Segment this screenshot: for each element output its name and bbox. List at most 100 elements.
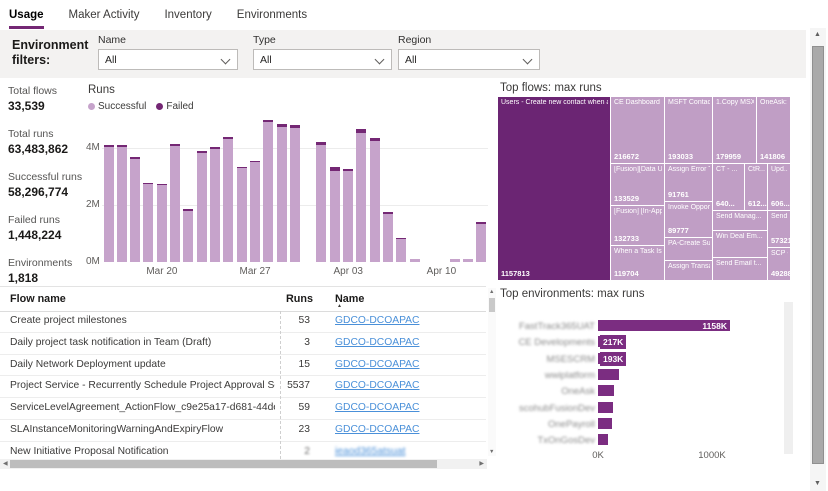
environment-link[interactable]: GDCO-DCOAPAC [335, 423, 420, 435]
table-row[interactable]: Create project milestones 53 GDCO-DCOAPAC [0, 311, 486, 333]
treemap-cell[interactable]: When a Task Is Cre... 119704 [611, 246, 664, 280]
env-bar[interactable] [598, 401, 614, 413]
env-bar[interactable] [598, 385, 614, 397]
filter-name-dropdown[interactable]: All [98, 49, 238, 70]
filter-region-dropdown[interactable]: All [398, 49, 540, 70]
environment-link[interactable]: ieaod365atsuat [335, 445, 406, 457]
table-vscroll-thumb[interactable] [489, 298, 495, 312]
environment-link[interactable]: GDCO-DCOAPAC [335, 315, 420, 326]
runs-bar-failed-segment [249, 160, 260, 163]
runs-bar[interactable] [396, 237, 407, 262]
runs-bar[interactable] [130, 156, 141, 262]
runs-bar[interactable] [462, 259, 473, 262]
treemap-cell[interactable]: CtR... 612... [745, 164, 767, 210]
runs-bar[interactable] [170, 143, 181, 262]
column-header-flow-name[interactable]: Flow name [10, 293, 66, 305]
runs-bar[interactable] [209, 146, 220, 262]
environment-link[interactable]: GDCO-DCOAPAC [335, 380, 420, 392]
table-hscroll-thumb[interactable] [10, 460, 437, 468]
runs-bar[interactable] [476, 222, 487, 262]
runs-bar[interactable] [249, 160, 260, 262]
runs-bar[interactable] [329, 166, 340, 262]
treemap-cell[interactable]: 1.Copy MSX ... 179959 [713, 97, 756, 163]
legend-swatch-successful [88, 103, 95, 110]
runs-bar[interactable] [236, 166, 247, 262]
env-bar[interactable] [598, 434, 609, 446]
runs-bar[interactable] [116, 144, 127, 262]
runs-bar[interactable] [343, 169, 354, 262]
runs-bar[interactable] [409, 258, 420, 262]
table-vertical-scrollbar[interactable]: ▲ ▼ [488, 288, 496, 456]
treemap-cell[interactable]: [Fusion] [In-App N... 132733 [611, 206, 664, 245]
tab-usage[interactable]: Usage [9, 1, 44, 29]
scroll-up-icon[interactable]: ▲ [814, 31, 821, 38]
page-vertical-scrollbar[interactable]: ▲ ▼ [810, 28, 826, 491]
env-bar[interactable]: 1158K [598, 320, 730, 331]
runs-bar[interactable] [356, 129, 367, 262]
env-chart-scrollbar-track[interactable] [784, 302, 793, 454]
scroll-down-icon[interactable]: ▼ [489, 449, 495, 455]
scroll-up-icon[interactable]: ▲ [489, 289, 495, 295]
tab-inventory[interactable]: Inventory [164, 8, 212, 21]
env-bar[interactable]: 217K [598, 335, 627, 350]
column-header-name[interactable]: Name [335, 293, 365, 305]
treemap-cell[interactable]: Assign Transac... [665, 261, 712, 280]
runs-cell: 59 [298, 402, 310, 414]
treemap-cell[interactable]: SCP - ... 49288 [768, 248, 790, 280]
filter-type-dropdown[interactable]: All [253, 49, 392, 70]
runs-chart-legend: Successful Failed [88, 101, 194, 112]
treemap-cell[interactable]: Win Deal Em... [713, 231, 767, 257]
treemap-cell[interactable]: Send Manag... [713, 211, 767, 230]
env-bar[interactable] [598, 368, 619, 380]
treemap-cell[interactable]: CE Dashboard Fl... 216672 [611, 97, 664, 163]
table-row[interactable]: ServiceLevelAgreement_ActionFlow_c9e25a1… [0, 398, 486, 420]
treemap-cell[interactable]: [Fusion][Data Upd... 133529 [611, 164, 664, 205]
treemap-cell[interactable]: CT - ... 640... [713, 164, 744, 210]
treemap-cell[interactable]: Send Email t... [713, 258, 767, 280]
tab-environments[interactable]: Environments [236, 8, 308, 21]
env-bar[interactable]: 193K [598, 351, 627, 366]
env-axis-label: TxOnGosDev [537, 435, 595, 447]
runs-bar[interactable] [276, 123, 287, 262]
flow-name-cell: Daily Network Deployment update [10, 358, 166, 370]
treemap-cell[interactable]: Upd... 606... [768, 164, 790, 210]
table-horizontal-scrollbar[interactable]: ◀ ▶ [0, 459, 487, 469]
table-row[interactable]: Daily project task notification in Team … [0, 333, 486, 355]
table-row[interactable]: New Initiative Proposal Notification 2 iea… [0, 442, 486, 459]
treemap-cell[interactable]: MSFT Contact... 193033 [665, 97, 712, 163]
treemap-cell[interactable]: Assign Error T... 91761 [665, 164, 712, 201]
table-row[interactable]: Daily Network Deployment update 15 GDCO-DC… [0, 355, 486, 377]
treemap-cell[interactable]: OneAsk: ... 141806 [757, 97, 790, 163]
table-row[interactable]: SLAInstanceMonitoringWarningAndExpiryFlo… [0, 420, 486, 442]
runs-bar[interactable] [263, 119, 274, 262]
scroll-right-icon[interactable]: ▶ [479, 461, 484, 467]
runs-bar[interactable] [316, 142, 327, 262]
scroll-left-icon[interactable]: ◀ [3, 461, 8, 467]
runs-bar[interactable] [196, 150, 207, 262]
env-axis-label: OneAsk [561, 386, 595, 398]
treemap-cell[interactable]: Send ... 57321 [768, 211, 790, 247]
treemap-cell[interactable]: Invoke Opport... 89777 [665, 202, 712, 237]
runs-bar[interactable] [103, 145, 114, 262]
runs-bar[interactable] [183, 209, 194, 262]
environment-link[interactable]: GDCO-DCOAPAC [335, 402, 420, 414]
environment-link[interactable]: GDCO-DCOAPAC [335, 336, 420, 348]
treemap-cell[interactable]: PA-Create Sur... [665, 238, 712, 260]
runs-bar[interactable] [383, 212, 394, 262]
stat-value: 58,296,774 [8, 185, 69, 199]
column-header-runs[interactable]: Runs [286, 293, 313, 305]
runs-bar[interactable] [156, 183, 167, 262]
table-row[interactable]: Project Service - Recurrently Schedule P… [0, 376, 486, 399]
runs-bar[interactable] [289, 125, 300, 262]
scroll-down-icon[interactable]: ▼ [814, 480, 821, 487]
runs-bar[interactable] [223, 136, 234, 262]
treemap-cell[interactable]: Users - Create new contact when a us... 1… [498, 97, 610, 280]
page-vscroll-thumb[interactable] [812, 46, 824, 464]
runs-bar-failed-segment [130, 156, 141, 159]
runs-bar[interactable] [143, 182, 154, 262]
env-bar[interactable] [598, 417, 612, 429]
tab-maker-activity[interactable]: Maker Activity [68, 8, 140, 21]
runs-bar[interactable] [449, 258, 460, 262]
environment-link[interactable]: GDCO-DCOAPAC [335, 358, 420, 370]
runs-bar[interactable] [369, 138, 380, 262]
